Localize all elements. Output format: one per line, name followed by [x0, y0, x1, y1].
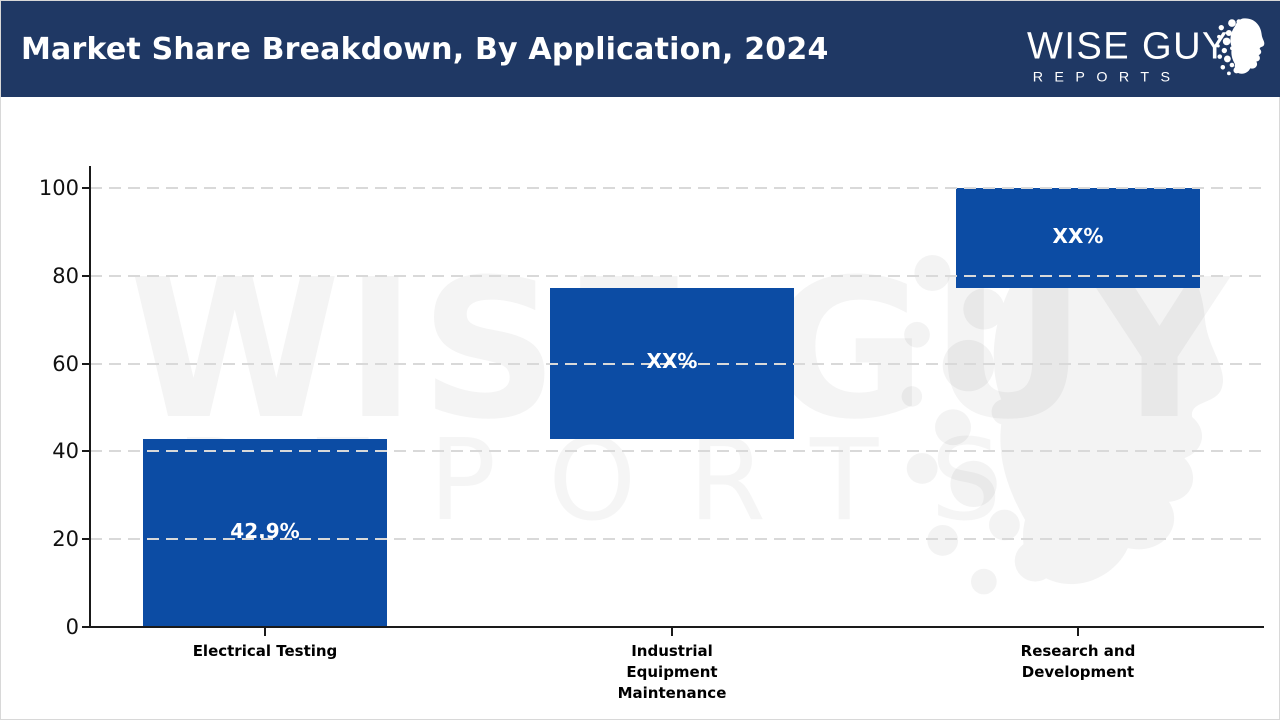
bar-3	[956, 188, 1200, 288]
category-label-line: Electrical Testing	[192, 642, 338, 660]
y-tick-label: 80	[52, 263, 79, 288]
logo-graphic: WISE GUY REPORTS	[1027, 18, 1265, 85]
y-tick-mark	[82, 274, 90, 277]
y-tick-label: 0	[65, 615, 79, 639]
y-tick-label: 20	[52, 527, 79, 552]
logo-primary-text: WISE GUY	[1027, 26, 1229, 68]
gridline-100	[90, 187, 1264, 189]
category-label-line: Maintenance	[617, 684, 727, 702]
y-tick-mark	[82, 450, 90, 453]
header-bar: Market Share Breakdown, By Application, …	[1, 1, 1280, 97]
x-axis-line	[89, 626, 1264, 628]
y-axis-line	[89, 166, 91, 628]
bar-value-label: 42.9%	[230, 518, 300, 543]
category-label: Electrical Testing	[125, 641, 405, 662]
category-label: Industrial Equipment Maintenance	[532, 641, 812, 704]
x-tick-mark	[1077, 628, 1079, 636]
category-label-line: Industrial	[631, 642, 713, 660]
y-tick-mark	[82, 538, 90, 541]
category-label: Research and Development	[938, 641, 1218, 683]
wise-guy-reports-logo: WISE GUY REPORTS	[1027, 9, 1267, 89]
x-tick-mark	[264, 628, 266, 636]
logo-secondary-text: REPORTS	[1033, 69, 1182, 85]
category-label-line: Research and	[1020, 642, 1136, 660]
x-tick-mark	[671, 628, 673, 636]
page-title: Market Share Breakdown, By Application, …	[21, 31, 829, 67]
y-tick-label: 60	[52, 351, 79, 376]
y-tick-label: 100	[38, 176, 79, 200]
gridline-80	[90, 274, 1264, 277]
gridline-60	[90, 362, 1264, 365]
gridline-40	[90, 450, 1264, 453]
y-tick-mark	[82, 362, 90, 365]
bar-value-label: XX%	[1052, 223, 1104, 248]
y-tick-label: 40	[52, 439, 79, 464]
bar-value-label: XX%	[646, 349, 698, 374]
bar-1	[143, 438, 387, 627]
y-tick-mark	[82, 187, 90, 189]
category-label-line: Equipment	[626, 663, 718, 681]
gridline-20	[90, 538, 1264, 541]
category-label-line: Development	[1021, 663, 1135, 681]
y-tick-mark	[82, 626, 90, 628]
